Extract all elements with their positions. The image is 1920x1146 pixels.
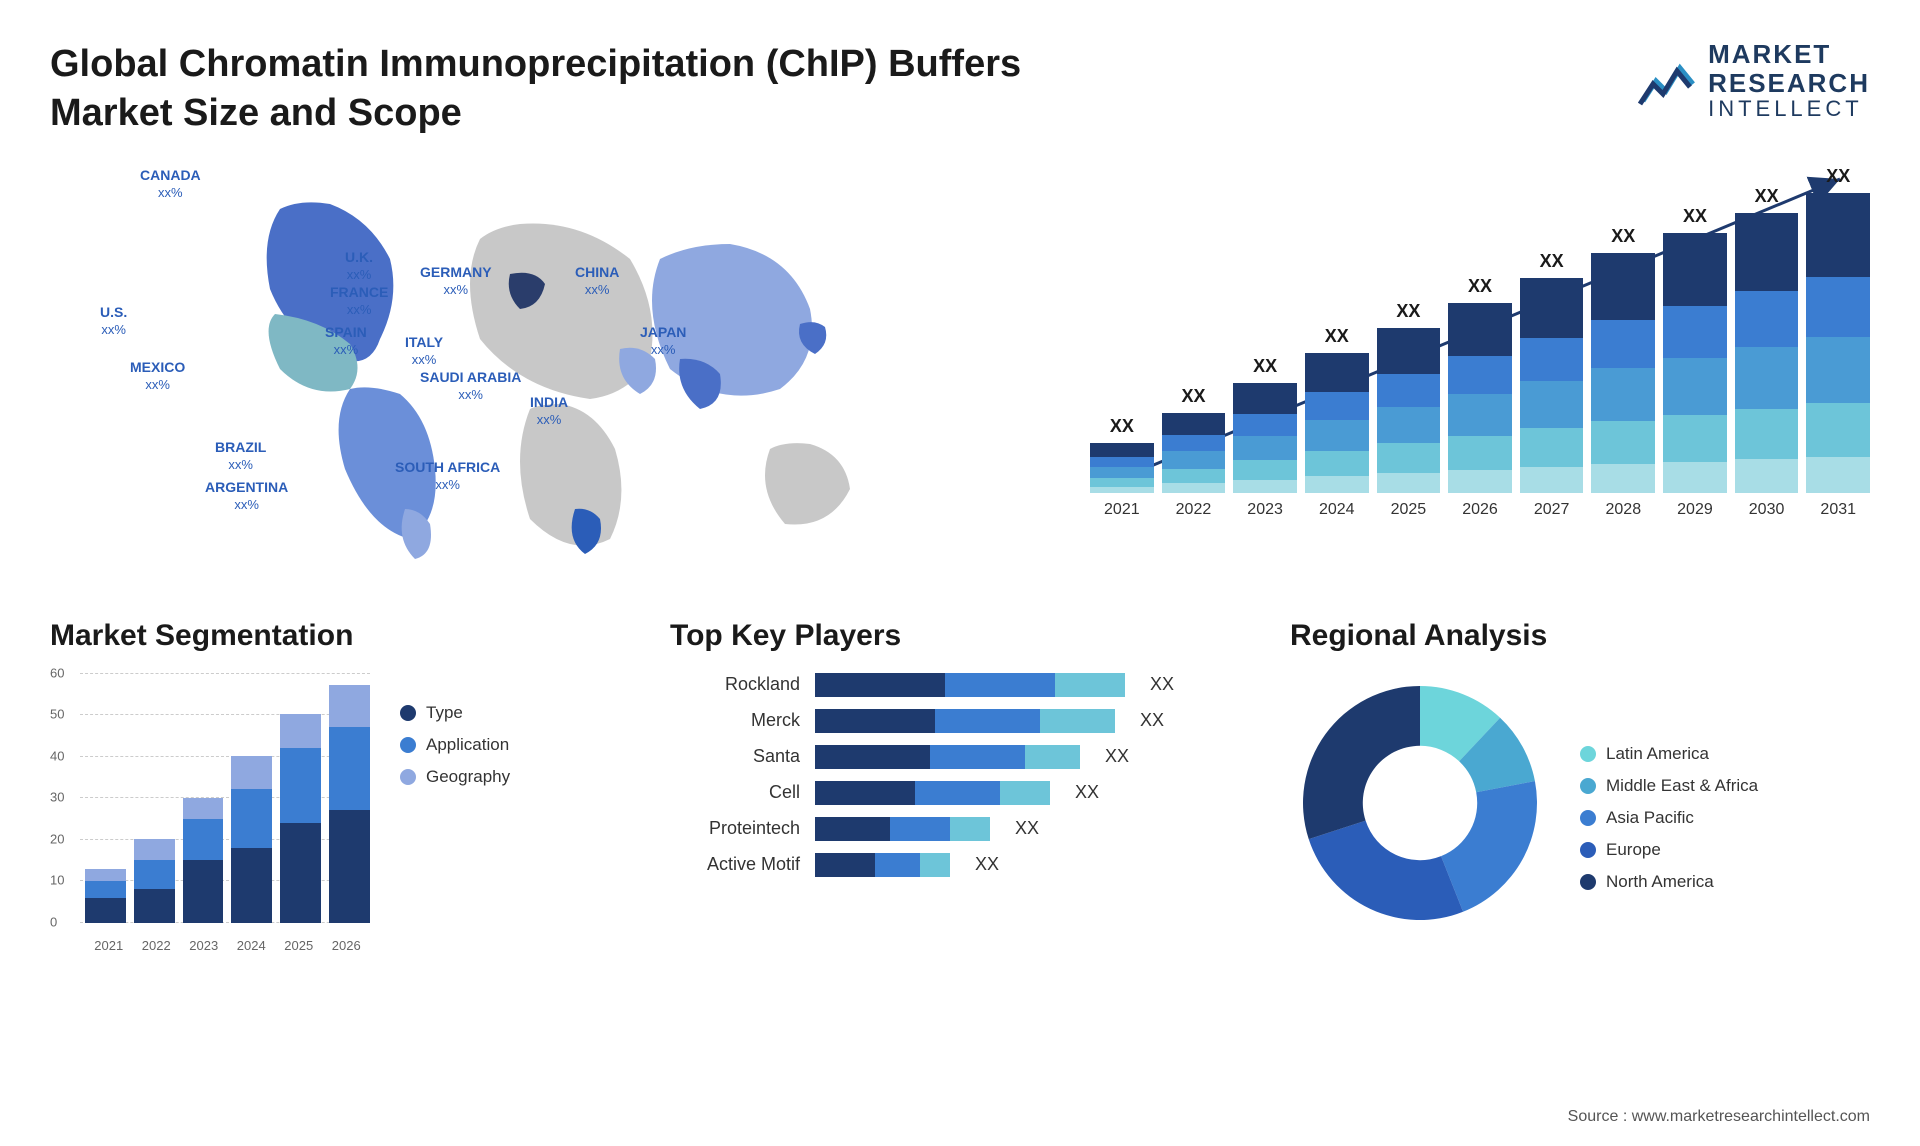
segmentation-title: Market Segmentation [50, 619, 630, 653]
seg-bar [329, 685, 370, 922]
growth-bar: XX2028 [1591, 226, 1655, 519]
country-label: INDIAxx% [530, 394, 568, 428]
regional-title: Regional Analysis [1290, 619, 1870, 653]
country-label: MEXICOxx% [130, 359, 185, 393]
growth-bar: XX2022 [1162, 386, 1226, 519]
segmentation-chart: 0102030405060202120222023202420252026 [50, 673, 370, 953]
growth-bar: XX2031 [1806, 166, 1870, 519]
regional-donut [1290, 673, 1550, 933]
donut-slice [1309, 820, 1463, 919]
country-label: BRAZILxx% [215, 439, 266, 473]
growth-bar: XX2024 [1305, 326, 1369, 519]
players-section: Top Key Players RocklandXX MerckXX SantaXX… [670, 619, 1250, 953]
players-title: Top Key Players [670, 619, 1250, 653]
country-label: U.S.xx% [100, 304, 127, 338]
seg-bar [280, 714, 321, 922]
growth-bar: XX2023 [1233, 356, 1297, 519]
growth-bar: XX2021 [1090, 416, 1154, 519]
country-label: U.K.xx% [345, 249, 373, 283]
player-row: Active MotifXX [670, 853, 1250, 877]
regional-legend: Latin America Middle East & Africa Asia Pa… [1580, 714, 1758, 892]
page-title: Global Chromatin Immunoprecipitation (Ch… [50, 40, 1050, 139]
legend-item: Europe [1580, 840, 1758, 860]
legend-item: Middle East & Africa [1580, 776, 1758, 796]
donut-slice [1303, 686, 1420, 839]
legend-item: Type [400, 703, 510, 723]
legend-item: Latin America [1580, 744, 1758, 764]
source-text: Source : www.marketresearchintellect.com [1568, 1108, 1870, 1126]
growth-bar: XX2029 [1663, 206, 1727, 519]
country-label: ITALYxx% [405, 334, 443, 368]
donut-slice [1441, 781, 1537, 912]
player-row: MerckXX [670, 709, 1250, 733]
world-map: CANADAxx% U.S.xx%MEXICOxx% BRAZILxx% ARGENT… [50, 159, 1050, 579]
players-list: RocklandXX MerckXX SantaXX CellXX Proteintec… [670, 673, 1250, 877]
regional-section: Regional Analysis Latin America Middle Ea… [1290, 619, 1870, 953]
seg-bar [183, 798, 224, 923]
legend-item: Asia Pacific [1580, 808, 1758, 828]
player-row: RocklandXX [670, 673, 1250, 697]
legend-item: Geography [400, 767, 510, 787]
growth-bar: XX2030 [1735, 186, 1799, 519]
country-label: ARGENTINAxx% [205, 479, 288, 513]
segmentation-legend: Type Application Geography [400, 673, 510, 953]
segmentation-section: Market Segmentation 01020304050602021202… [50, 619, 630, 953]
growth-bar: XX2027 [1520, 251, 1584, 519]
logo: MARKET RESEARCH INTELLECT [1638, 40, 1870, 121]
growth-bar: XX2025 [1377, 301, 1441, 519]
seg-bar [85, 869, 126, 923]
legend-item: Application [400, 735, 510, 755]
country-label: GERMANYxx% [420, 264, 492, 298]
growth-bar: XX2026 [1448, 276, 1512, 519]
country-label: JAPANxx% [640, 324, 686, 358]
player-row: ProteintechXX [670, 817, 1250, 841]
country-label: SOUTH AFRICAxx% [395, 459, 500, 493]
logo-line1: MARKET [1708, 40, 1870, 69]
logo-line2: RESEARCH [1708, 69, 1870, 98]
legend-item: North America [1580, 872, 1758, 892]
player-row: CellXX [670, 781, 1250, 805]
country-label: SAUDI ARABIAxx% [420, 369, 521, 403]
country-label: FRANCExx% [330, 284, 388, 318]
logo-icon [1638, 56, 1698, 106]
seg-bar [134, 839, 175, 922]
player-row: SantaXX [670, 745, 1250, 769]
logo-line3: INTELLECT [1708, 97, 1870, 121]
country-label: CANADAxx% [140, 167, 201, 201]
country-label: CHINAxx% [575, 264, 619, 298]
seg-bar [231, 756, 272, 923]
growth-bar-chart: XX2021XX2022XX2023XX2024XX2025XX2026XX20… [1090, 159, 1870, 579]
country-label: SPAINxx% [325, 324, 367, 358]
